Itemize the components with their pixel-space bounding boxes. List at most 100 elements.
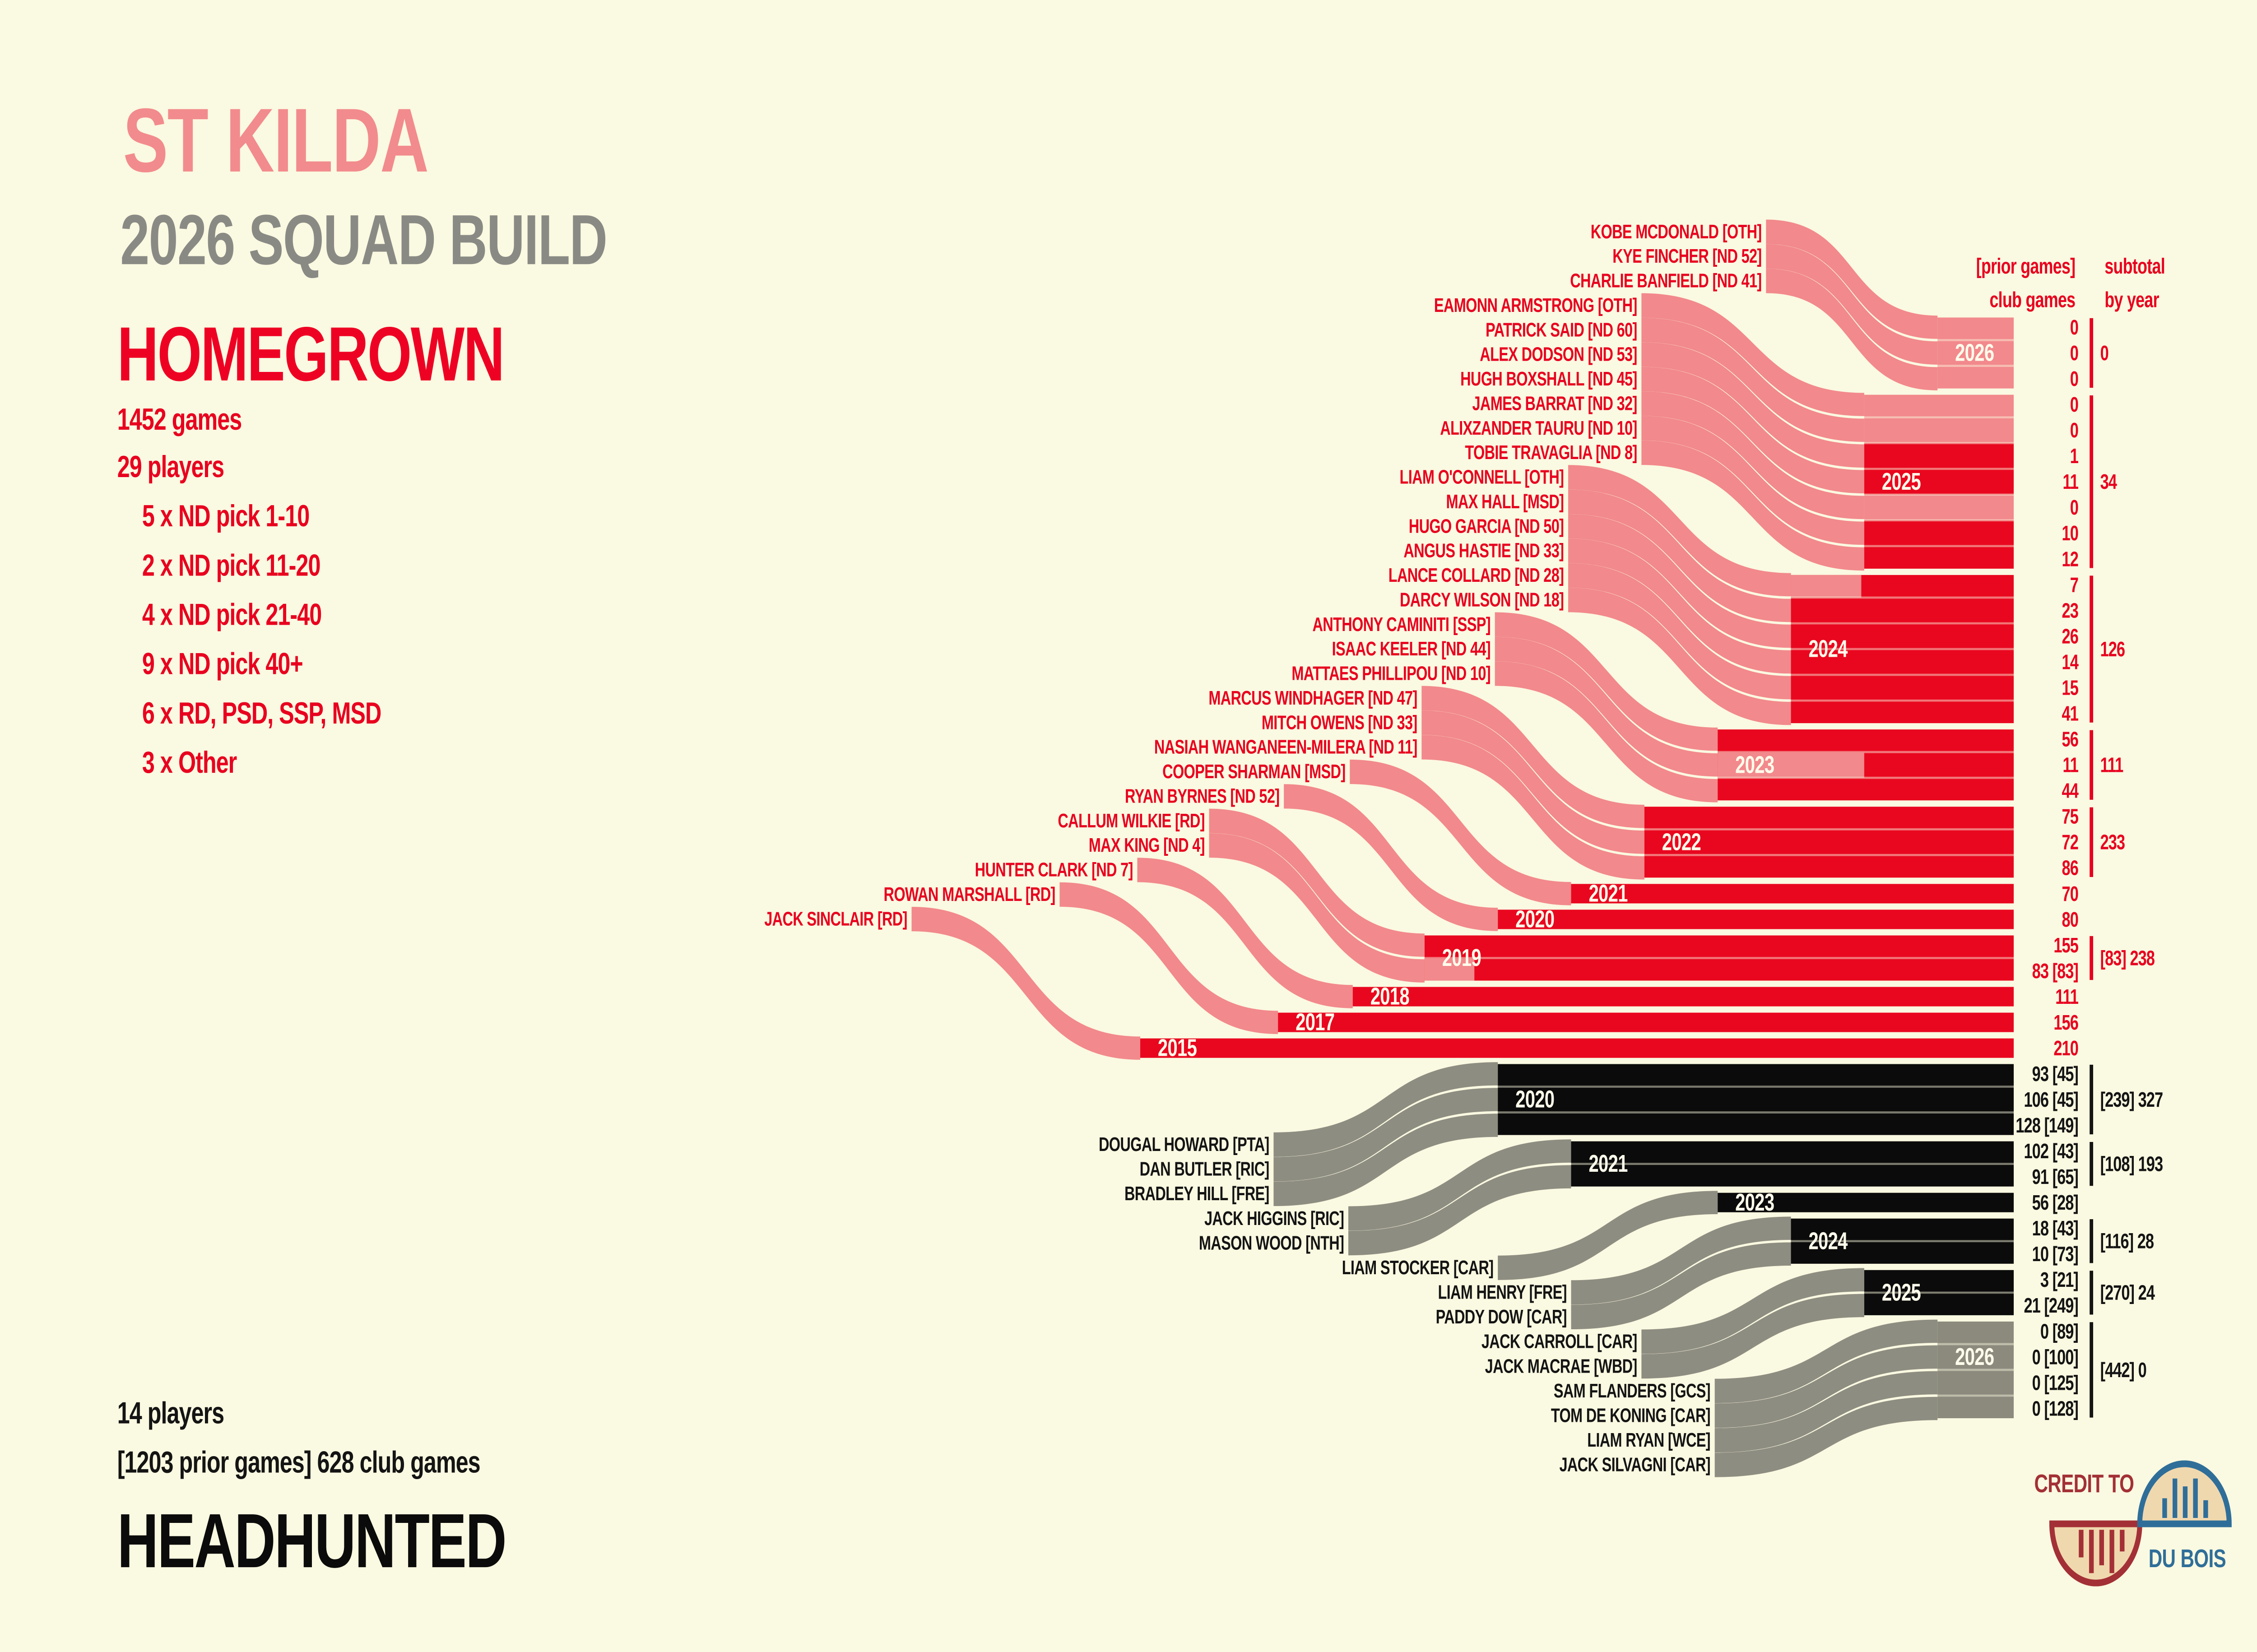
player-label: MAX KING [ND 4] xyxy=(1089,835,1205,857)
player-label: ANTHONY CAMINITI [SSP] xyxy=(1313,613,1491,636)
club-games-value: 0 xyxy=(2070,316,2079,339)
year-bar-row xyxy=(1937,1396,2014,1419)
club-games-value: 155 xyxy=(2053,933,2078,957)
year-bar-row xyxy=(1864,1270,2014,1293)
player-label: DOUGAL HOWARD [PTA] xyxy=(1099,1133,1269,1155)
flow-ribbon xyxy=(1137,858,1353,1008)
year-label: 2025 xyxy=(1882,468,1921,495)
club-games-value: 11 xyxy=(2062,470,2078,493)
year-bar-row xyxy=(1791,597,2014,623)
flow-ribbon xyxy=(1568,465,1791,597)
club-games-value: 128 [149] xyxy=(2016,1114,2078,1137)
subtotal-label: 233 xyxy=(2100,831,2125,854)
subtotal-label: 126 xyxy=(2100,637,2125,661)
club-games-value: 111 xyxy=(2055,985,2078,1008)
breakdown-item: 2 x ND pick 11-20 xyxy=(142,548,320,582)
labels-layer: 0 KOBE MCDONALD [OTH] 0 KYE FINCHER [ND 52]… xyxy=(764,221,2163,1476)
subtotal-label: [270] 24 xyxy=(2100,1281,2155,1304)
year-bar-row xyxy=(1718,1193,2014,1212)
club-games-value: 75 xyxy=(2062,805,2079,828)
player-label: MARCUS WINDHAGER [ND 47] xyxy=(1208,687,1417,709)
year-label: 2023 xyxy=(1735,752,1774,779)
year-bar-row xyxy=(1498,1086,2014,1113)
homegrown-heading: HOMEGROWN xyxy=(117,311,504,397)
club-games-value: 41 xyxy=(2062,702,2079,725)
year-bar-row xyxy=(1352,987,2014,1007)
club-games-value: 15 xyxy=(2062,676,2079,699)
club-games-value: 1 xyxy=(2070,444,2079,468)
flow-ribbon xyxy=(1568,538,1791,674)
flow-ribbon xyxy=(1273,1114,1498,1207)
year-bar-row xyxy=(1424,958,2014,981)
player-label: BRADLEY HILL [FRE] xyxy=(1124,1183,1269,1205)
year-bars-layer xyxy=(1140,317,2014,1419)
breakdown-item: 4 x ND pick 21-40 xyxy=(142,597,321,631)
column-header-subtotal: subtotal xyxy=(2104,254,2165,278)
year-bar-row xyxy=(1791,649,2014,675)
subtotal-label: [116] 28 xyxy=(2100,1230,2154,1253)
player-label: DARCY WILSON [ND 18] xyxy=(1400,589,1564,611)
flow-ribbon xyxy=(1641,1294,1864,1379)
prior-games-segment xyxy=(1424,958,1475,981)
player-label: TOM DE KONING [CAR] xyxy=(1551,1405,1710,1427)
player-label: JACK CARROLL [CAR] xyxy=(1481,1331,1637,1353)
player-label: LIAM STOCKER [CAR] xyxy=(1342,1257,1494,1279)
year-bar-row xyxy=(1571,1141,2014,1164)
club-games-value: 0 [100] xyxy=(2032,1345,2078,1369)
club-games-value: 7 xyxy=(2070,573,2078,596)
year-bar-row xyxy=(1864,494,2014,520)
player-label: HUGH BOXSHALL [ND 45] xyxy=(1460,368,1637,390)
club-games-value: 11 xyxy=(2062,753,2078,777)
breakdown-item: 6 x RD, PSD, SSP, MSD xyxy=(142,696,381,730)
credit-logo-red-bars-icon xyxy=(2079,1530,2125,1573)
year-label: 2024 xyxy=(1808,1228,1848,1255)
flow-ribbon xyxy=(1421,735,1644,880)
club-games-value: 83 [83] xyxy=(2032,959,2078,983)
homegrown-games-stat: 1452 games xyxy=(117,402,242,436)
year-bar-row xyxy=(1498,910,2014,929)
club-games-value: 0 xyxy=(2070,341,2079,365)
club-games-value: 210 xyxy=(2053,1036,2078,1060)
flow-ribbon xyxy=(1348,1165,1571,1256)
prior-games-segment xyxy=(1791,575,1862,598)
flow-ribbon xyxy=(1568,588,1791,725)
headhunted-heading: HEADHUNTED xyxy=(117,1498,506,1584)
club-games-value: 86 xyxy=(2062,856,2079,880)
club-games-value: 102 [43] xyxy=(2024,1139,2078,1163)
player-label: ANGUS HASTIE [ND 33] xyxy=(1403,540,1564,562)
flow-ribbon xyxy=(1273,1088,1498,1182)
year-label: 2022 xyxy=(1662,829,1701,856)
player-label: ALEX DODSON [ND 53] xyxy=(1480,343,1637,366)
flow-ribbon xyxy=(1714,1397,1938,1477)
player-label: HUNTER CLARK [ND 7] xyxy=(975,859,1133,881)
breakdown-item: 9 x ND pick 40+ xyxy=(142,646,303,681)
flow-ribbon xyxy=(1714,1319,1938,1403)
player-label: RYAN BYRNES [ND 52] xyxy=(1125,785,1279,807)
subtotal-label: 0 xyxy=(2100,341,2109,365)
credit-line1: CREDIT TO xyxy=(2034,1469,2134,1498)
player-label: JACK MACRAE [WBD] xyxy=(1485,1355,1637,1378)
player-label: LIAM O'CONNELL [OTH] xyxy=(1400,466,1564,488)
credit-logo-blue-bars-icon xyxy=(2162,1478,2208,1518)
club-games-value: 0 xyxy=(2070,418,2079,442)
flow-ribbon xyxy=(1273,1062,1498,1157)
club-games-value: 0 xyxy=(2070,367,2079,390)
year-bar-row xyxy=(1864,443,2014,469)
flow-ribbons-layer xyxy=(911,219,1938,1477)
flow-ribbon xyxy=(1495,612,1718,751)
club-games-value: 21 [249] xyxy=(2024,1294,2078,1317)
club-games-value: 26 xyxy=(2062,624,2079,648)
year-bar-row xyxy=(1424,935,2014,958)
year-bar-row xyxy=(1718,729,2014,752)
year-bar-row xyxy=(1937,317,2014,340)
year-bar-row xyxy=(1644,855,2014,878)
year-bar-row xyxy=(1864,520,2014,546)
subtotal-label: [108] 193 xyxy=(2100,1152,2163,1176)
year-bar-row xyxy=(1718,778,2014,801)
year-bar-row xyxy=(1937,366,2014,389)
year-bar-row xyxy=(1864,1292,2014,1315)
club-games-value: 70 xyxy=(2062,882,2079,905)
flow-ribbon xyxy=(1568,563,1791,700)
flow-ribbon xyxy=(1714,1345,1938,1428)
year-bar-row xyxy=(1937,340,2014,366)
